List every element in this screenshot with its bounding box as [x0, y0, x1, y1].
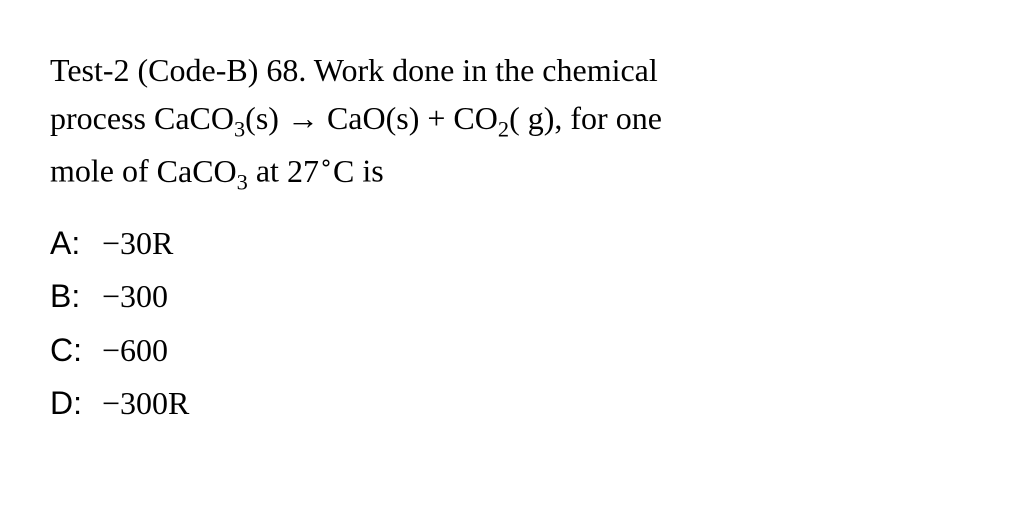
option-c: C: −600	[50, 326, 974, 376]
plus-sign: +	[427, 100, 445, 136]
option-b: B: −300	[50, 272, 974, 322]
for-one: , for one	[554, 100, 662, 136]
option-a-label: A:	[50, 219, 94, 269]
compound-sub: 3	[237, 169, 248, 194]
at-word: at	[256, 153, 279, 189]
reactant-state: (s)	[245, 100, 279, 136]
option-d-label: D:	[50, 379, 94, 429]
reactant: CaCO	[154, 100, 234, 136]
option-d: D: −300R	[50, 379, 974, 429]
degree-symbol: ∘	[319, 150, 333, 175]
option-a-value: −30R	[102, 225, 173, 261]
chemical-equation: CaCO3(s) → CaO(s) + CO2( g)	[154, 100, 554, 136]
is-word: is	[362, 153, 383, 189]
mole-of: mole of	[50, 153, 149, 189]
product2-state: ( g)	[509, 100, 554, 136]
product1: CaO(s)	[327, 100, 419, 136]
options-block: A: −30R B: −300 C: −600 D: −300R	[50, 219, 974, 429]
product2: CO	[453, 100, 497, 136]
temperature: 27∘C	[287, 153, 354, 189]
option-c-value: −600	[102, 332, 168, 368]
reactant-sub: 3	[234, 116, 245, 141]
temp-unit: C	[333, 153, 354, 189]
question-block: Test-2 (Code-B) 68. Work done in the che…	[50, 46, 974, 199]
temp-value: 27	[287, 153, 319, 189]
option-d-value: −300R	[102, 385, 189, 421]
compound-formula: CaCO3	[157, 153, 248, 189]
process-word: process	[50, 100, 146, 136]
option-a: A: −30R	[50, 219, 974, 269]
reaction-arrow: →	[287, 100, 319, 136]
question-line1: Test-2 (Code-B) 68. Work done in the che…	[50, 52, 658, 88]
option-b-label: B:	[50, 272, 94, 322]
option-b-value: −300	[102, 278, 168, 314]
product2-sub: 2	[498, 116, 509, 141]
compound: CaCO	[157, 153, 237, 189]
option-c-label: C:	[50, 326, 94, 376]
